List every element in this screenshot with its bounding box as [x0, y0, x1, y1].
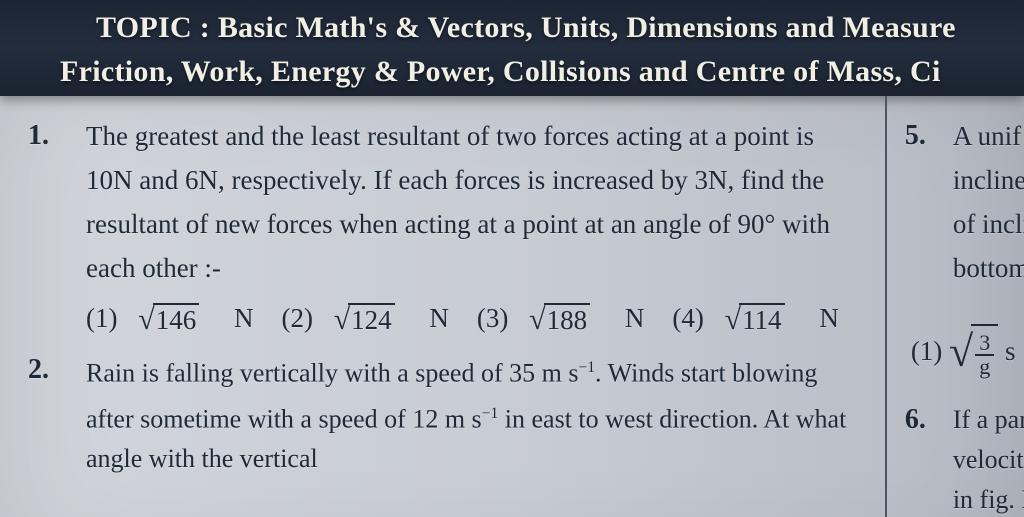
question-number: 1.: [28, 114, 86, 340]
sqrt-icon: √146: [138, 303, 213, 334]
q6-line: in fig. Its: [953, 480, 1024, 517]
question-2: 2. Rain is falling vertically with a spe…: [28, 348, 867, 479]
question-number: 6.: [905, 400, 953, 517]
question-number: 2.: [28, 348, 86, 479]
q1-option-1: (1) √146 N: [86, 296, 267, 340]
q1-option-4: (4) √114 N: [672, 296, 852, 340]
sqrt-icon: √188: [529, 303, 604, 334]
q5-line: of incli: [953, 202, 1024, 246]
banner-line-2: Friction, Work, Energy & Power, Collisio…: [60, 50, 1004, 94]
unit-exponent: −1: [578, 359, 595, 376]
sqrt-icon: √124: [334, 303, 409, 334]
fraction: 3 g: [975, 332, 994, 378]
question-text: Rain is falling vertically with a speed …: [86, 348, 867, 479]
q5-option-1: (1) √ 3 g s: [911, 324, 1024, 378]
page: TOPIC : Basic Math's & Vectors, Units, D…: [0, 0, 1024, 517]
question-text: A unif inclined of incli bottom: [953, 114, 1024, 290]
sqrt-icon: √114: [725, 303, 799, 334]
question-text: The greatest and the least resultant of …: [86, 114, 867, 340]
q6-line: velocity v: [953, 440, 1024, 480]
q1-option-2: (2) √124 N: [281, 296, 462, 340]
banner-line-1: TOPIC : Basic Math's & Vectors, Units, D…: [96, 6, 1004, 50]
q2-text-a: Rain is falling vertically with a speed …: [86, 359, 578, 388]
unit-exponent: −1: [482, 405, 499, 422]
q1-text: The greatest and the least resultant of …: [86, 121, 830, 283]
question-6: 6. If a parti velocity v in fig. Its: [905, 400, 1024, 517]
content-body: 1. The greatest and the least resultant …: [0, 96, 1024, 517]
question-1: 1. The greatest and the least resultant …: [28, 114, 867, 340]
q1-option-3: (3) √188 N: [477, 296, 658, 340]
q1-options: (1) √146 N (2) √124 N (3) √188 N (4: [86, 296, 867, 340]
left-column: 1. The greatest and the least resultant …: [0, 96, 885, 517]
q5-line: inclined: [953, 158, 1024, 202]
banner-text-1: Basic Math's & Vectors, Units, Dimension…: [218, 11, 956, 44]
sqrt-icon: √ 3 g: [949, 324, 998, 378]
question-text: If a parti velocity v in fig. Its: [953, 400, 1024, 517]
q6-line: If a parti: [953, 400, 1024, 440]
right-column: 5. A unif inclined of incli bottom (1) √…: [885, 96, 1024, 517]
topic-banner: TOPIC : Basic Math's & Vectors, Units, D…: [0, 0, 1024, 96]
q5-line: bottom: [953, 246, 1024, 290]
question-5: 5. A unif inclined of incli bottom: [905, 114, 1024, 290]
topic-label: TOPIC :: [96, 11, 218, 44]
q5-line: A unif: [953, 114, 1024, 158]
question-number: 5.: [905, 114, 953, 290]
